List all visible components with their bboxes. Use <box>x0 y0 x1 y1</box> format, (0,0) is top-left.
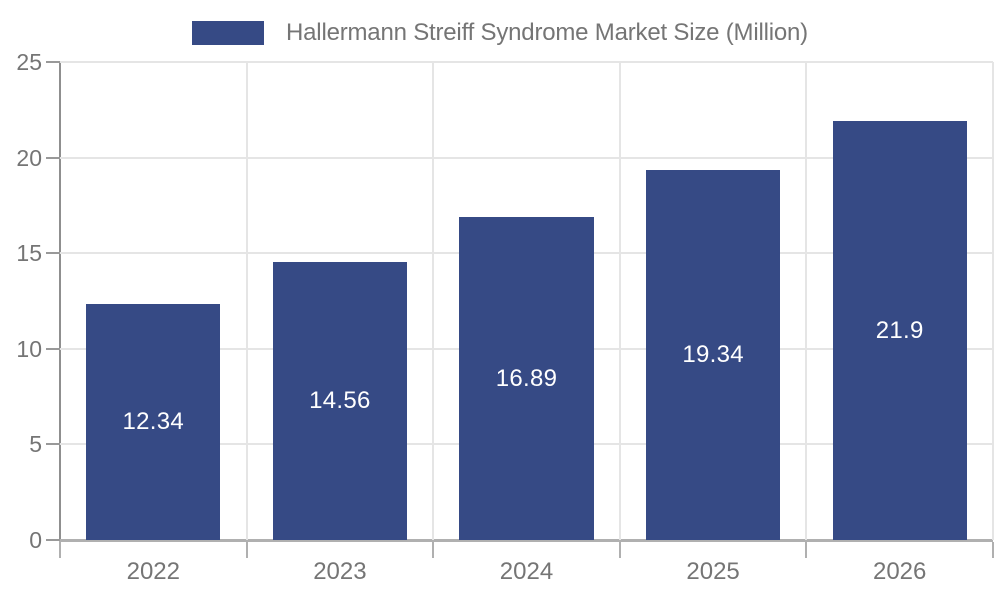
y-axis-tick-label: 25 <box>16 49 42 75</box>
y-axis-tick <box>46 156 60 159</box>
bar-2026: 21.9 <box>832 121 967 540</box>
x-axis-tick <box>59 542 61 558</box>
bar-2023: 14.56 <box>272 261 408 540</box>
y-axis-tick-label: 0 <box>29 527 42 553</box>
x-axis-category-label: 2023 <box>313 558 367 585</box>
y-axis-tick <box>46 539 60 541</box>
gridline-vertical <box>805 62 808 540</box>
bar-value-label: 12.34 <box>122 408 185 436</box>
x-axis-tick <box>245 542 248 558</box>
x-axis-line <box>59 539 993 542</box>
gridline-vertical <box>245 62 248 540</box>
x-axis-category-label: 2026 <box>872 558 927 585</box>
legend: Hallermann Streiff Syndrome Market Size … <box>0 16 1000 50</box>
x-axis-category-label: 2025 <box>686 558 740 585</box>
y-axis-tick-label: 10 <box>16 335 42 362</box>
bar-2025: 19.34 <box>645 170 781 540</box>
bar-value-label: 21.9 <box>875 316 924 344</box>
y-axis-tick-label: 20 <box>16 144 42 171</box>
y-axis-tick-label: 15 <box>16 240 42 267</box>
x-axis-tick <box>805 542 808 558</box>
x-axis-tick <box>618 542 621 558</box>
gridline-vertical <box>992 62 994 540</box>
legend-item[interactable]: Hallermann Streiff Syndrome Market Size … <box>192 19 808 47</box>
y-axis-tick <box>46 61 60 63</box>
bar-value-label: 14.56 <box>309 386 371 414</box>
legend-label: Hallermann Streiff Syndrome Market Size … <box>286 19 808 46</box>
gridline-horizontal <box>60 156 993 159</box>
x-axis-tick <box>992 542 994 558</box>
gridline-horizontal <box>60 61 993 63</box>
bar-value-label: 16.89 <box>495 364 558 392</box>
x-axis-category-label: 2024 <box>499 558 554 585</box>
x-axis-category-label: 2022 <box>126 558 180 585</box>
plot-area: 12.34 14.56 16.89 19.34 21.9 <box>60 61 994 540</box>
legend-swatch <box>192 21 265 45</box>
x-axis-tick <box>432 542 435 558</box>
gridline-vertical <box>432 62 435 540</box>
y-axis-tick <box>46 252 60 255</box>
y-axis-tick-label: 5 <box>29 431 42 458</box>
bar-2024: 16.89 <box>459 217 594 540</box>
y-axis-tick <box>46 443 60 446</box>
y-axis-line <box>59 62 61 556</box>
bar-2022: 12.34 <box>86 304 221 540</box>
y-axis-tick <box>46 347 60 350</box>
bar-value-label: 19.34 <box>682 341 744 369</box>
gridline-vertical <box>618 62 621 540</box>
